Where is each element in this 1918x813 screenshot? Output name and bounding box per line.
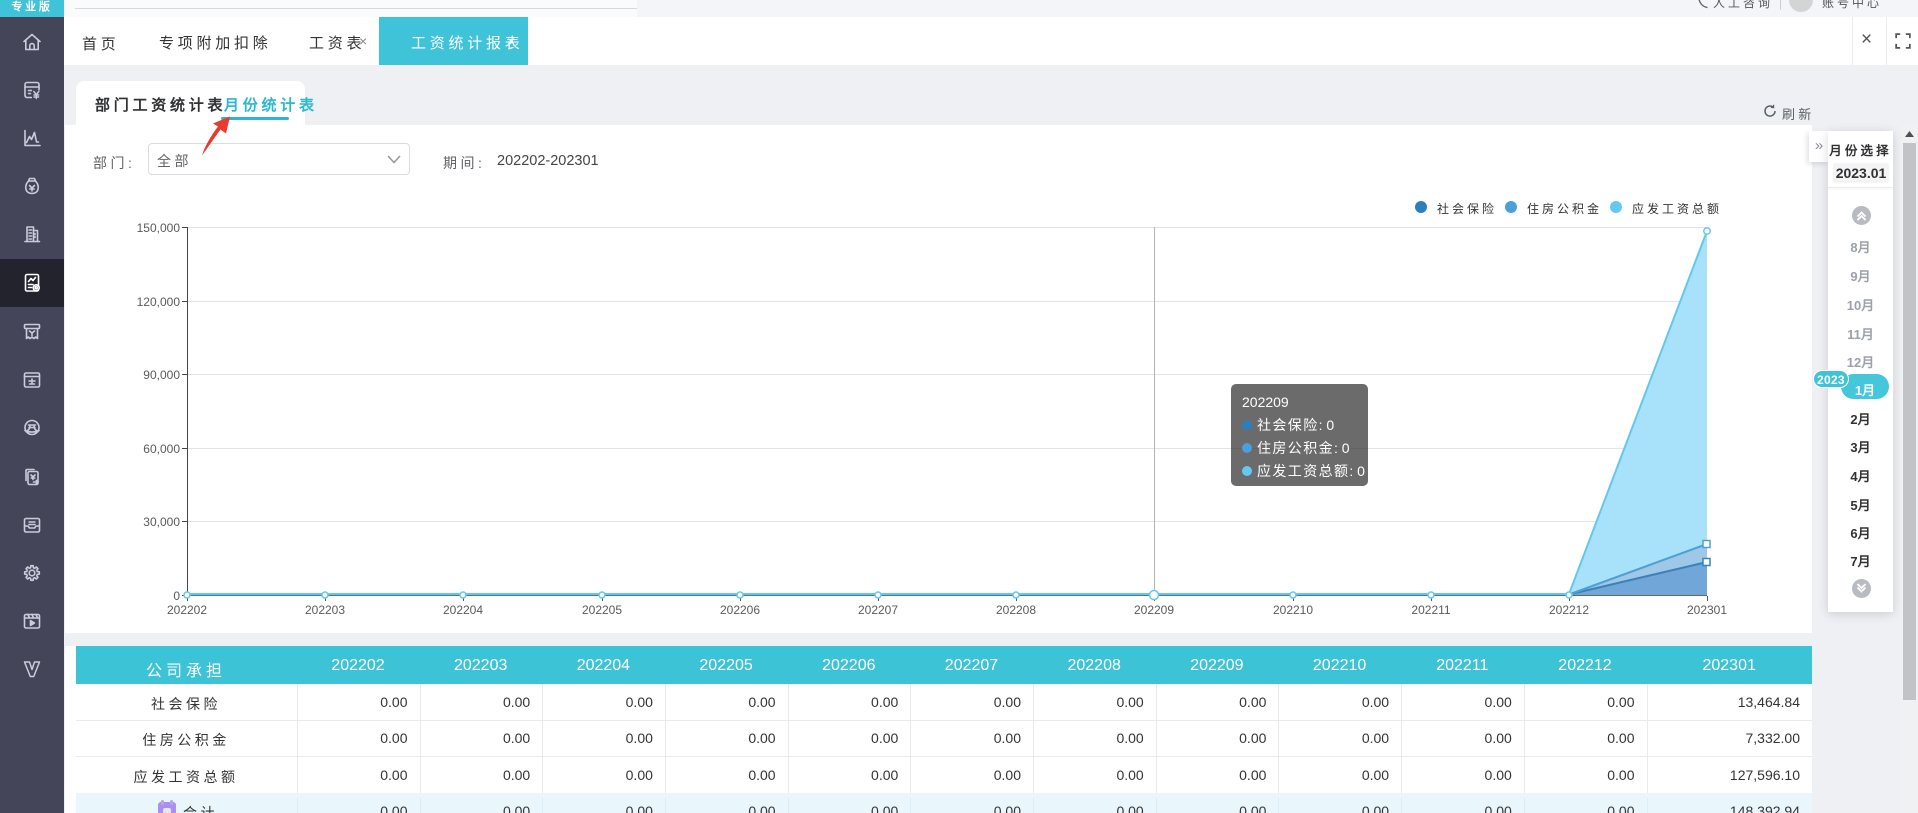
svg-text:应发工资总额: 应发工资总额 bbox=[1632, 201, 1722, 216]
svg-text:202202: 202202 bbox=[167, 603, 207, 617]
svg-text:60,000: 60,000 bbox=[143, 442, 180, 456]
svg-text:120,000: 120,000 bbox=[137, 295, 181, 309]
svg-text:202206: 202206 bbox=[720, 603, 760, 617]
svg-text:30,000: 30,000 bbox=[143, 515, 180, 529]
svg-text:社会保险: 社会保险 bbox=[1437, 201, 1497, 216]
svg-text:150,000: 150,000 bbox=[137, 221, 181, 235]
svg-text:202208: 202208 bbox=[996, 603, 1036, 617]
svg-text:202205: 202205 bbox=[582, 603, 622, 617]
svg-text:202210: 202210 bbox=[1273, 603, 1313, 617]
svg-text:202203: 202203 bbox=[305, 603, 345, 617]
svg-text:住房公积金: 住房公积金 bbox=[1527, 201, 1602, 216]
svg-text:90,000: 90,000 bbox=[143, 368, 180, 382]
svg-text:202212: 202212 bbox=[1549, 603, 1589, 617]
svg-text:0: 0 bbox=[173, 589, 180, 603]
svg-text:202204: 202204 bbox=[443, 603, 483, 617]
svg-text:202211: 202211 bbox=[1411, 603, 1450, 617]
svg-text:202209: 202209 bbox=[1134, 603, 1174, 617]
svg-text:202207: 202207 bbox=[858, 603, 898, 617]
svg-text:202301: 202301 bbox=[1687, 603, 1727, 617]
